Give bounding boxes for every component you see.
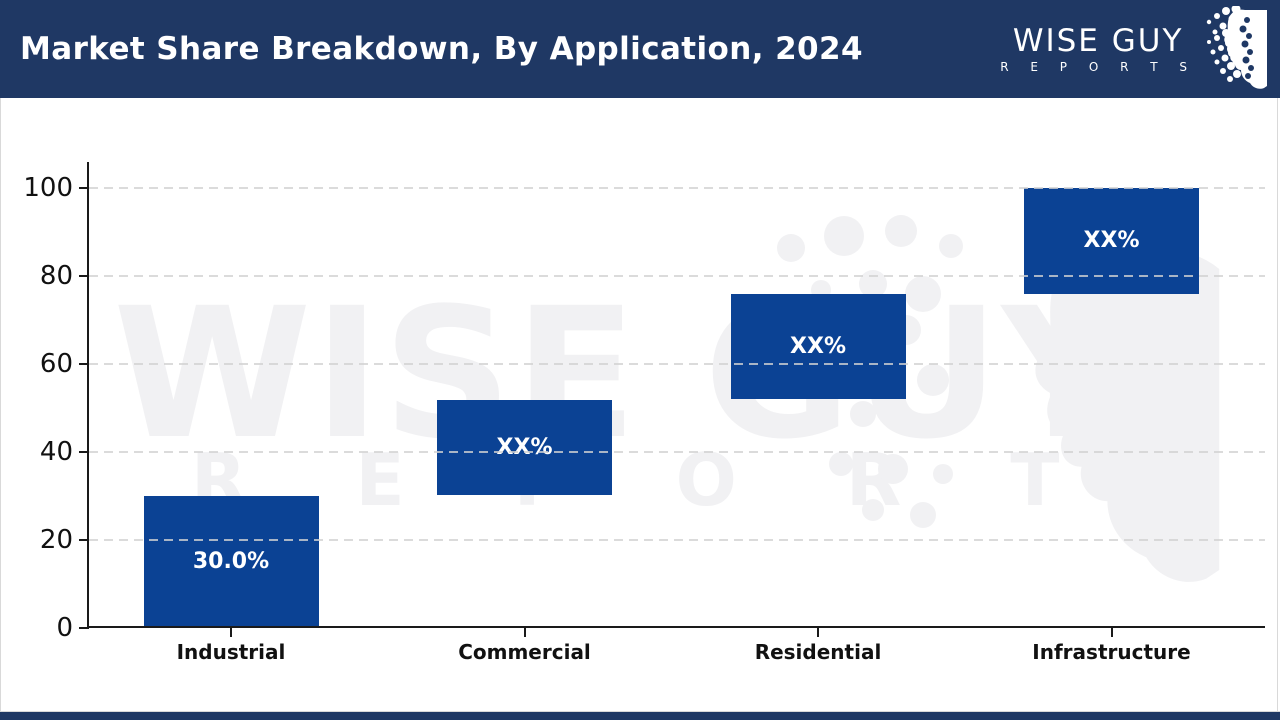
- logo-face-icon: [1206, 6, 1267, 89]
- chart-area: WISE GUY R E P O R T S 0: [0, 98, 1278, 712]
- x-category-label-commercial: Commercial: [458, 640, 591, 664]
- bar-industrial: 30.0%: [143, 495, 319, 628]
- bar-infrastructure: XX%: [1024, 187, 1199, 294]
- bar-commercial: XX%: [437, 400, 612, 496]
- y-tick-label-20: 20: [39, 524, 73, 555]
- x-category-label-residential: Residential: [754, 640, 882, 664]
- bar-label-infrastructure: XX%: [1083, 228, 1140, 254]
- y-tick-label-60: 60: [39, 348, 73, 379]
- x-axis-spine: [87, 626, 1265, 628]
- y-tick-40: [79, 450, 89, 453]
- x-tick-industrial: [230, 628, 232, 637]
- wise-guy-logo: WISE GUY R E P O R T S: [1000, 6, 1272, 92]
- y-tick-80: [79, 274, 89, 277]
- y-tick-label-100: 100: [23, 172, 73, 203]
- gridline-y-40: [89, 450, 1265, 453]
- y-tick-label-40: 40: [39, 436, 73, 467]
- bar-label-residential: XX%: [790, 334, 846, 360]
- x-tick-commercial: [523, 628, 526, 637]
- watermark-subtitle: R E P O R T S: [191, 438, 1262, 522]
- logo-subtitle: R E P O R T S: [1000, 59, 1196, 74]
- gridline-y-60: [89, 362, 1265, 365]
- watermark-wordmark: WISE GUY: [113, 270, 1135, 479]
- y-axis-spine: [87, 162, 89, 628]
- y-tick-100: [79, 186, 89, 189]
- y-tick-60: [79, 362, 89, 365]
- y-tick-label-0: 0: [56, 612, 73, 643]
- page-title: Market Share Breakdown, By Application, …: [20, 31, 863, 67]
- bar-residential: XX%: [730, 294, 906, 399]
- y-tick-0: [79, 626, 89, 629]
- logo-wordmark: WISE GUY: [1012, 22, 1184, 59]
- x-tick-residential: [817, 628, 819, 637]
- y-tick-20: [79, 538, 89, 541]
- footer-divider: [0, 711, 1280, 712]
- bar-label-commercial: XX%: [496, 435, 553, 461]
- x-category-label-infrastructure: Infrastructure: [1032, 640, 1191, 664]
- x-category-label-industrial: Industrial: [176, 640, 286, 664]
- bar-label-industrial: 30.0%: [192, 549, 270, 574]
- y-tick-label-80: 80: [39, 260, 73, 291]
- header-bar: Market Share Breakdown, By Application, …: [0, 0, 1280, 98]
- footer-bar: [0, 712, 1280, 720]
- x-tick-infrastructure: [1110, 628, 1113, 637]
